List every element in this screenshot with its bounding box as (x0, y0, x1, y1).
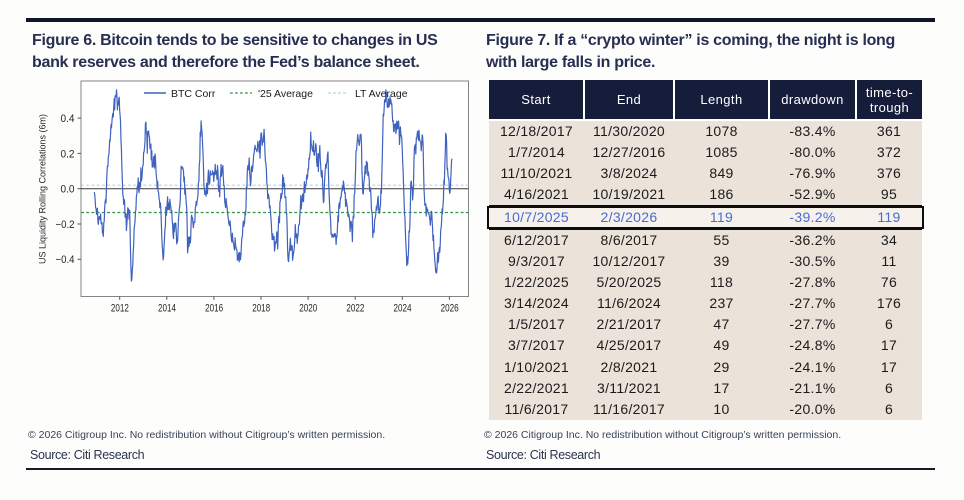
svg-text:'25 Average: '25 Average (258, 88, 313, 100)
svg-text:2012: 2012 (111, 303, 129, 315)
svg-text:LT Average: LT Average (355, 88, 408, 100)
svg-text:2026: 2026 (441, 303, 459, 315)
svg-text:−0.4: −0.4 (56, 254, 75, 266)
svg-text:US Liquidity Rolling Correlati: US Liquidity Rolling Correlations (6m) (38, 114, 48, 264)
svg-text:2016: 2016 (205, 303, 223, 315)
svg-text:0.2: 0.2 (61, 148, 75, 160)
svg-text:0.0: 0.0 (61, 184, 75, 196)
svg-text:−0.2: −0.2 (56, 219, 75, 231)
svg-text:2022: 2022 (346, 303, 364, 315)
svg-text:2020: 2020 (299, 303, 317, 315)
svg-text:2018: 2018 (252, 303, 270, 315)
svg-text:2014: 2014 (158, 303, 176, 315)
svg-text:BTC Corr: BTC Corr (171, 88, 216, 100)
svg-text:2024: 2024 (394, 303, 412, 315)
svg-text:0.4: 0.4 (61, 113, 75, 125)
